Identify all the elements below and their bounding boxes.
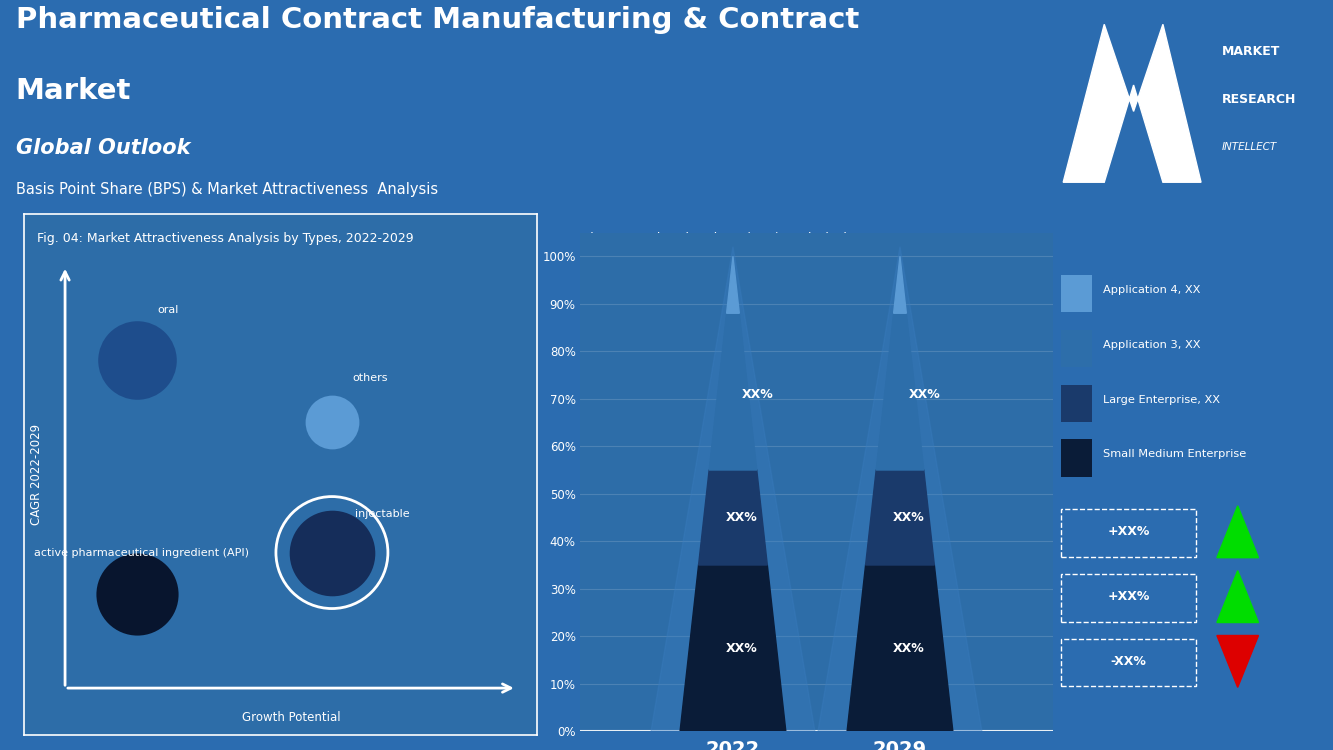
- Polygon shape: [726, 256, 740, 313]
- Text: XX%: XX%: [741, 388, 773, 400]
- Polygon shape: [818, 247, 982, 731]
- Text: CAGR 2022-2029: CAGR 2022-2029: [31, 424, 44, 525]
- Text: XX%: XX%: [908, 388, 940, 400]
- Polygon shape: [709, 314, 757, 470]
- Bar: [1061, 385, 1092, 422]
- Text: +XX%: +XX%: [1108, 590, 1149, 603]
- Text: oral: oral: [157, 305, 179, 316]
- Text: Market: Market: [16, 77, 131, 105]
- Text: Application 3, XX: Application 3, XX: [1102, 340, 1200, 350]
- Text: XX%: XX%: [893, 511, 925, 524]
- Text: XX%: XX%: [726, 642, 757, 655]
- Polygon shape: [876, 314, 924, 470]
- Text: active pharmaceutical ingredient (API): active pharmaceutical ingredient (API): [35, 548, 249, 558]
- Point: [321, 547, 343, 559]
- Text: XX%: XX%: [893, 642, 925, 655]
- Polygon shape: [846, 565, 953, 731]
- Text: -XX%: -XX%: [1110, 655, 1146, 668]
- Bar: [1061, 275, 1092, 312]
- Polygon shape: [1217, 506, 1258, 558]
- Text: Fig. 04: Market Attractiveness Analysis by Types, 2022-2029: Fig. 04: Market Attractiveness Analysis …: [37, 232, 413, 245]
- Text: Fig. 05: Basis Point Share (BPS) Analysis, by Types, 2022 vs 2029: Fig. 05: Basis Point Share (BPS) Analysi…: [584, 232, 990, 245]
- Point: [321, 416, 343, 428]
- Text: +XX%: +XX%: [1108, 525, 1149, 538]
- Text: injectable: injectable: [355, 509, 409, 519]
- Text: MARKET: MARKET: [1221, 44, 1280, 58]
- Text: Small Medium Enterprise: Small Medium Enterprise: [1102, 449, 1246, 460]
- Text: Basis Point Share (BPS) & Market Attractiveness  Analysis: Basis Point Share (BPS) & Market Attract…: [16, 182, 437, 197]
- Bar: [1061, 440, 1092, 477]
- Text: Pharmaceutical Contract Manufacturing & Contract: Pharmaceutical Contract Manufacturing & …: [16, 6, 858, 34]
- Text: Global Outlook: Global Outlook: [16, 138, 191, 158]
- Polygon shape: [680, 565, 786, 731]
- Text: INTELLECT: INTELLECT: [1221, 142, 1277, 152]
- Text: Growth Potential: Growth Potential: [241, 710, 340, 724]
- Bar: [1061, 330, 1092, 368]
- Point: [127, 588, 148, 600]
- Polygon shape: [1217, 571, 1258, 622]
- Polygon shape: [1217, 635, 1258, 687]
- Polygon shape: [865, 470, 934, 565]
- Text: others: others: [352, 374, 388, 383]
- Polygon shape: [1064, 24, 1201, 182]
- Polygon shape: [893, 256, 906, 313]
- Point: [127, 354, 148, 366]
- Text: Application 4, XX: Application 4, XX: [1102, 285, 1200, 295]
- Point: [321, 547, 343, 559]
- Text: XX%: XX%: [726, 511, 757, 524]
- Text: Large Enterprise, XX: Large Enterprise, XX: [1102, 394, 1220, 404]
- Polygon shape: [651, 247, 814, 731]
- Text: RESEARCH: RESEARCH: [1221, 93, 1296, 106]
- Polygon shape: [698, 470, 768, 565]
